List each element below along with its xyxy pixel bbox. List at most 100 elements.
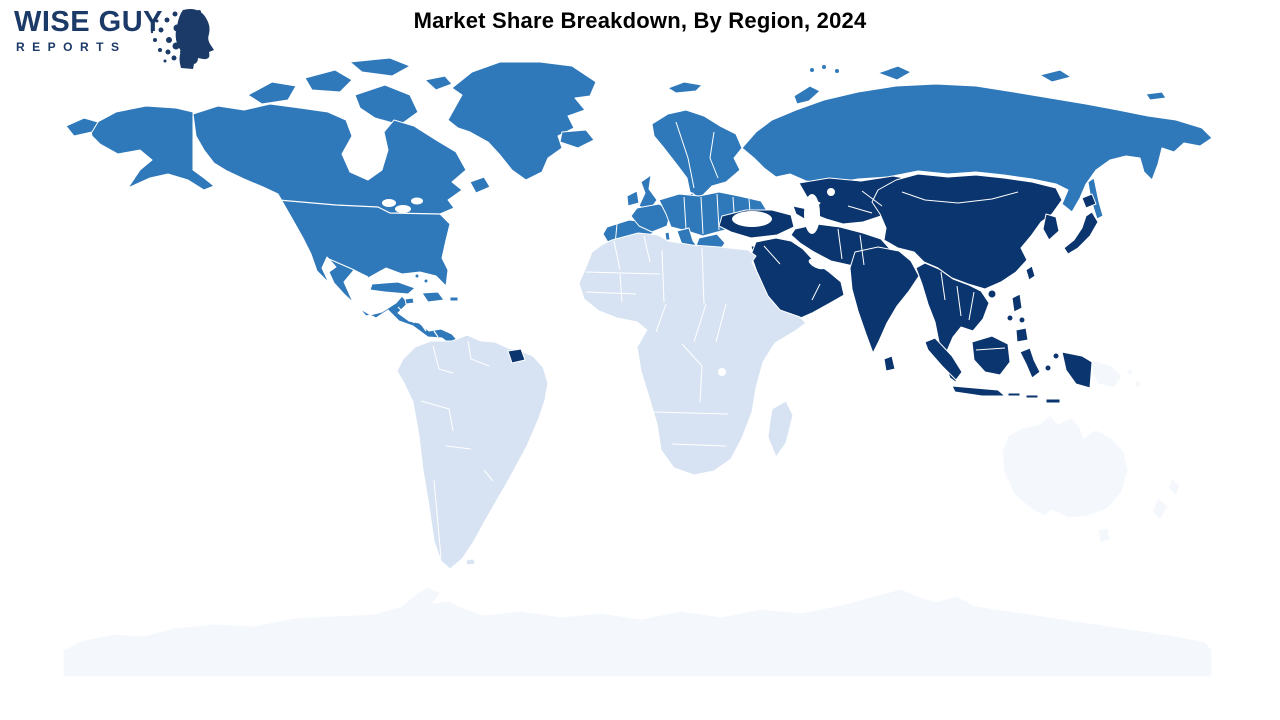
mindanao-path [1015, 327, 1029, 343]
water-bodies [382, 188, 835, 376]
central-america-border-line [397, 306, 439, 338]
border-line [585, 271, 661, 275]
lake-victoria-shape [718, 368, 726, 376]
page-title: Market Share Breakdown, By Region, 2024 [413, 8, 867, 33]
ellesmere-island-path [349, 57, 411, 77]
border-line [655, 303, 667, 333]
falkland-islands-path [465, 558, 476, 566]
svalbard-path [667, 81, 703, 94]
border-line [693, 303, 707, 343]
sulawesi-path [1019, 347, 1041, 379]
border-line [683, 196, 687, 230]
head-profile-path [175, 9, 215, 69]
border-line [467, 340, 490, 367]
melanesia-dot [1134, 380, 1142, 388]
great-lake-shape [395, 205, 411, 213]
southeast-asia-mainland-path [915, 262, 990, 384]
australia-path [1001, 414, 1129, 519]
bahamas-dot [423, 278, 429, 284]
border-line [653, 411, 729, 415]
west-papua-path [1061, 351, 1093, 389]
puerto-rico-path [449, 296, 459, 302]
timor-path [1045, 398, 1061, 404]
border-line [709, 131, 719, 179]
logo-wordmark: WISE GUY [14, 6, 164, 38]
border-line [675, 121, 695, 189]
new-siberian-islands-path [1039, 69, 1072, 83]
ireland-path [626, 190, 640, 207]
lesser-sunda-path [1025, 394, 1039, 399]
hokkaido-path [1081, 193, 1097, 209]
luzon-path [1011, 293, 1023, 313]
border-line [700, 196, 704, 235]
sri-lanka-path [883, 355, 896, 372]
moluccas-dot [1052, 352, 1060, 360]
persian-gulf-shape [808, 258, 826, 270]
border-line [432, 345, 454, 374]
border-line [859, 234, 865, 266]
jamaica-path [404, 297, 415, 305]
wrangel-island-path [1145, 91, 1167, 101]
french-guiana-path [507, 348, 526, 364]
region-antarctica [62, 586, 1213, 678]
border-line [811, 283, 821, 301]
bahamas-dot [414, 273, 420, 279]
caspian-sea-shape [804, 194, 820, 234]
new-zealand-north-path [1167, 477, 1181, 497]
border-line [585, 291, 637, 295]
region-french-guiana [507, 348, 526, 364]
region-north-america [65, 57, 703, 346]
us-mexico-border-line [328, 258, 369, 278]
region-asia-middle-east [718, 173, 1099, 404]
hainan-dot [987, 289, 997, 299]
south-america-borders [420, 340, 494, 559]
logo-head-icon [150, 9, 215, 69]
hispaniola-path [421, 291, 445, 303]
papua-new-guinea-path [1091, 359, 1123, 389]
logo-text: WISE GUY REPORTS [14, 6, 164, 55]
arctic-island-path [424, 75, 453, 91]
border-line [445, 445, 472, 450]
border-line [420, 400, 454, 432]
logo-subtitle: REPORTS [16, 40, 127, 54]
aral-sea-shape [827, 188, 835, 196]
border-line [671, 443, 727, 447]
black-sea-shape [732, 211, 772, 227]
great-lake-shape [382, 199, 396, 207]
korea-path [1042, 213, 1060, 241]
new-zealand-south-path [1151, 497, 1169, 521]
moluccas-dot [1044, 364, 1052, 372]
border-line [763, 245, 781, 265]
border-line [619, 273, 623, 303]
franz-josef-dot [821, 64, 827, 70]
madagascar-path [767, 400, 794, 458]
border-line [483, 469, 494, 482]
wise-guy-reports-logo: WISE GUY REPORTS [14, 8, 217, 72]
arctic-island-path [304, 69, 353, 93]
south-america-mainland-path [396, 334, 549, 570]
border-line [956, 285, 962, 317]
philippines-dot [1018, 316, 1026, 324]
india-path [849, 246, 920, 354]
border-line [968, 291, 975, 321]
region-oceania [1001, 359, 1181, 543]
lesser-sunda-path [1007, 392, 1021, 397]
tasmania-path [1097, 527, 1111, 543]
border-line [975, 347, 1006, 351]
cuba-path [369, 281, 416, 295]
border-line [681, 343, 703, 403]
border-line [847, 205, 873, 214]
scandinavia-path [651, 109, 743, 199]
border-line [861, 190, 883, 207]
corsica-path [664, 231, 671, 241]
border-line [661, 249, 665, 303]
melanesia-dot [1126, 368, 1134, 376]
aleutian-island-path [65, 117, 99, 137]
philippines-dot [1006, 314, 1014, 322]
novaya-zemlya-path [793, 85, 821, 105]
asia-borders [763, 190, 1019, 351]
africa-borders [585, 235, 729, 447]
border-line [716, 193, 720, 231]
